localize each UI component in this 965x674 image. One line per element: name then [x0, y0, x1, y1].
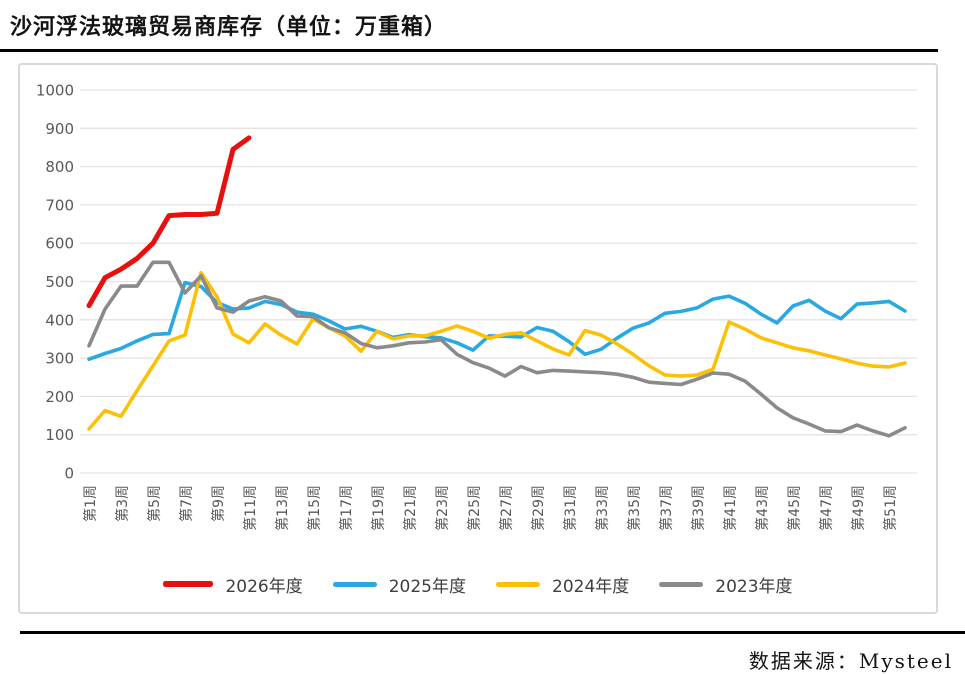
- x-axis-tick-label: 第39周: [690, 485, 707, 531]
- y-axis-tick-label: 100: [45, 426, 74, 444]
- y-axis-tick-label: 900: [45, 120, 74, 138]
- x-axis-tick-label: 第15周: [306, 485, 323, 531]
- x-axis-tick-label: 第1周: [82, 485, 99, 522]
- x-axis-tick-label: 第13周: [274, 485, 291, 531]
- x-axis-tick-label: 第45周: [786, 485, 803, 531]
- y-axis-tick-label: 300: [45, 350, 74, 368]
- y-axis-tick-label: 200: [45, 388, 74, 406]
- legend-item: 2026年度: [163, 572, 303, 597]
- legend-label: 2025年度: [388, 576, 466, 597]
- x-axis-tick-label: 第5周: [146, 485, 163, 522]
- x-axis-tick-label: 第27周: [498, 485, 515, 531]
- x-axis-tick-label: 第21周: [402, 485, 419, 531]
- chart-container: 0 100 200 300 400 500 600 700 800 900 1000 第1周 第3周 第5…: [18, 63, 938, 614]
- x-axis-tick-label: 第41周: [722, 485, 739, 531]
- y-axis-tick-label: 800: [45, 158, 74, 176]
- data-source: 数据来源：Mysteel: [748, 649, 953, 673]
- y-axis-tick-label: 500: [45, 273, 74, 291]
- series-line-2024年度: [87, 270, 907, 431]
- legend-item: 2023年度: [659, 572, 793, 597]
- x-axis-tick-label: 第29周: [530, 485, 547, 531]
- x-axis-tick-label: 第17周: [338, 485, 355, 531]
- legend-label: 2023年度: [715, 576, 793, 597]
- x-axis-tick-label: 第51周: [882, 485, 899, 531]
- x-axis-tick-label: 第47周: [818, 485, 835, 531]
- y-axis-tick-label: 700: [45, 196, 74, 214]
- legend-line-swatch: [496, 581, 540, 587]
- y-axis-tick-label: 0: [64, 465, 74, 483]
- x-axis-tick-label: 第7周: [178, 485, 195, 522]
- x-axis-tick-label: 第35周: [626, 485, 643, 531]
- footer-divider: [20, 631, 965, 634]
- legend-line-swatch: [659, 581, 704, 587]
- y-axis-tick-label: 600: [45, 235, 74, 253]
- legend-item: 2024年度: [496, 572, 629, 597]
- y-axis-tick-label: 1000: [36, 82, 74, 100]
- legend-line-swatch: [332, 581, 377, 587]
- x-axis-tick-label: 第31周: [562, 485, 579, 531]
- x-axis-tick-label: 第11周: [242, 485, 259, 531]
- chart-legend: 2026年度 2025年度 2024年度 2023年度: [20, 556, 936, 612]
- y-axis-tick-label: 400: [45, 311, 74, 329]
- legend-line-swatch: [163, 581, 214, 587]
- legend-label: 2024年度: [552, 576, 630, 597]
- x-axis-tick-label: 第43周: [754, 485, 771, 531]
- series-line-2026年度: [86, 135, 252, 309]
- x-axis-tick-label: 第25周: [466, 485, 483, 531]
- series-line-2023年度: [87, 260, 907, 438]
- legend-item: 2025年度: [332, 572, 466, 597]
- x-axis-tick-label: 第3周: [114, 485, 131, 522]
- x-axis-tick-label: 第49周: [850, 485, 867, 531]
- x-axis-tick-label: 第19周: [370, 485, 387, 531]
- legend-label: 2026年度: [225, 576, 303, 597]
- x-axis-tick-label: 第9周: [210, 485, 227, 522]
- x-axis-tick-label: 第33周: [594, 485, 611, 531]
- x-axis-tick-label: 第23周: [434, 485, 451, 531]
- page-title: 沙河浮法玻璃贸易商库存（单位：万重箱）: [10, 14, 448, 40]
- x-axis-tick-label: 第37周: [658, 485, 675, 531]
- title-divider: [0, 49, 938, 52]
